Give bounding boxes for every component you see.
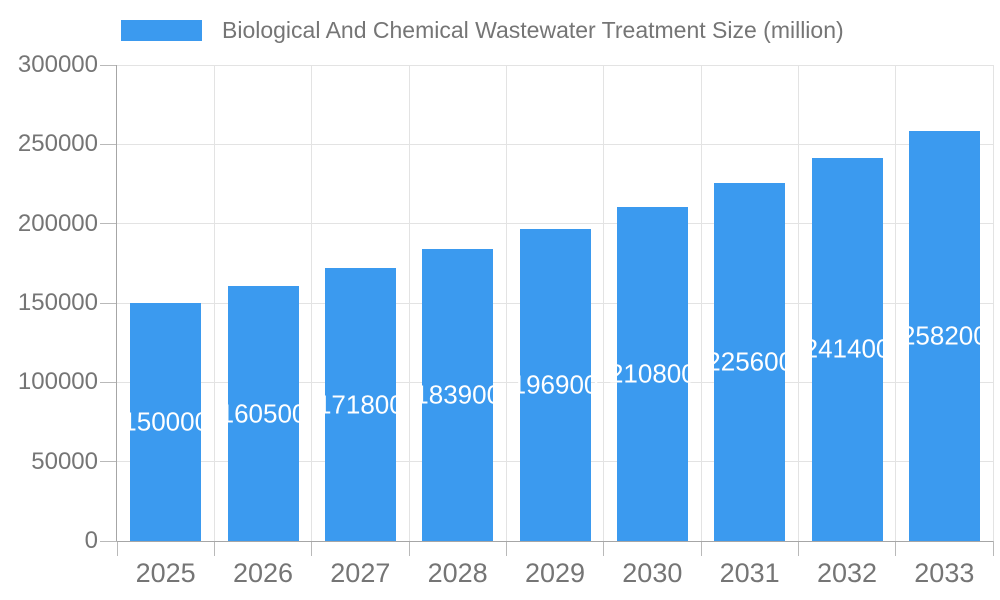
bar-value-label: 258200: [900, 320, 988, 351]
y-axis-tick-label: 0: [84, 527, 98, 554]
bar-value-label: 183900: [414, 379, 502, 410]
y-axis-tick-label: 50000: [31, 447, 98, 475]
x-axis-tick-label: 2031: [719, 558, 780, 588]
x-tick: [797, 541, 799, 556]
y-tick: [100, 381, 117, 383]
x-tick: [116, 541, 118, 556]
y-tick: [100, 540, 117, 542]
y-axis-tick-label: 150000: [17, 289, 98, 316]
x-axis-tick-label: 2033: [914, 558, 975, 588]
bar: [714, 183, 786, 541]
gridline: [213, 65, 215, 541]
y-tick: [100, 302, 117, 304]
x-tick: [213, 541, 215, 556]
legend[interactable]: Biological And Chemical Wastewater Treat…: [121, 17, 844, 44]
x-tick: [505, 541, 507, 556]
legend-swatch-icon: [121, 20, 202, 41]
x-tick: [408, 541, 410, 556]
x-tick: [700, 541, 702, 556]
y-axis-tick-label: 300000: [17, 51, 98, 78]
gridline: [505, 65, 507, 541]
bar: [616, 206, 688, 541]
x-axis-tick-label: 2025: [135, 558, 196, 588]
bar: [324, 268, 396, 541]
gridline: [408, 65, 410, 541]
y-axis-tick-label: 200000: [17, 209, 98, 237]
x-axis-line: [117, 541, 993, 542]
bar-value-label: 171800: [316, 389, 404, 420]
y-axis-tick-label: 250000: [17, 130, 98, 158]
y-tick: [100, 143, 117, 145]
x-tick: [603, 541, 605, 556]
x-tick: [311, 541, 313, 556]
bar: [811, 157, 883, 541]
bar-value-label: 225600: [706, 346, 794, 377]
gridline: [117, 143, 993, 145]
bar-value-label: 241400: [803, 333, 891, 364]
bar-value-label: 196900: [511, 369, 599, 400]
chart-title: Biological And Chemical Wastewater Treat…: [222, 17, 844, 43]
gridline: [117, 64, 993, 66]
x-axis-tick-label: 2027: [330, 558, 391, 588]
y-tick: [100, 223, 117, 225]
y-axis-line: [116, 65, 117, 541]
gridline: [603, 65, 605, 541]
bar: [130, 303, 202, 541]
gridline: [797, 65, 799, 541]
x-axis-tick-label: 2028: [427, 558, 488, 588]
gridline: [700, 65, 702, 541]
bar-value-label: 210800: [608, 358, 696, 389]
bar-value-label: 150000: [122, 406, 210, 437]
gridline: [992, 65, 994, 541]
x-tick: [895, 541, 897, 556]
bar: [908, 131, 980, 541]
x-axis-tick-label: 2030: [622, 558, 683, 588]
bar: [227, 286, 299, 541]
y-tick: [100, 461, 117, 463]
gridline: [311, 65, 313, 541]
x-axis-tick-label: 2029: [524, 558, 586, 588]
x-tick: [992, 541, 994, 556]
gridline: [895, 65, 897, 541]
y-axis-tick-label: 100000: [17, 368, 98, 396]
x-axis-tick-label: 2032: [816, 558, 878, 588]
bar: [519, 228, 591, 541]
bar: [422, 249, 494, 541]
bar-value-label: 160500: [219, 398, 307, 429]
x-axis-tick-label: 2026: [232, 558, 294, 588]
y-tick: [100, 64, 117, 66]
gridline: [117, 223, 993, 225]
